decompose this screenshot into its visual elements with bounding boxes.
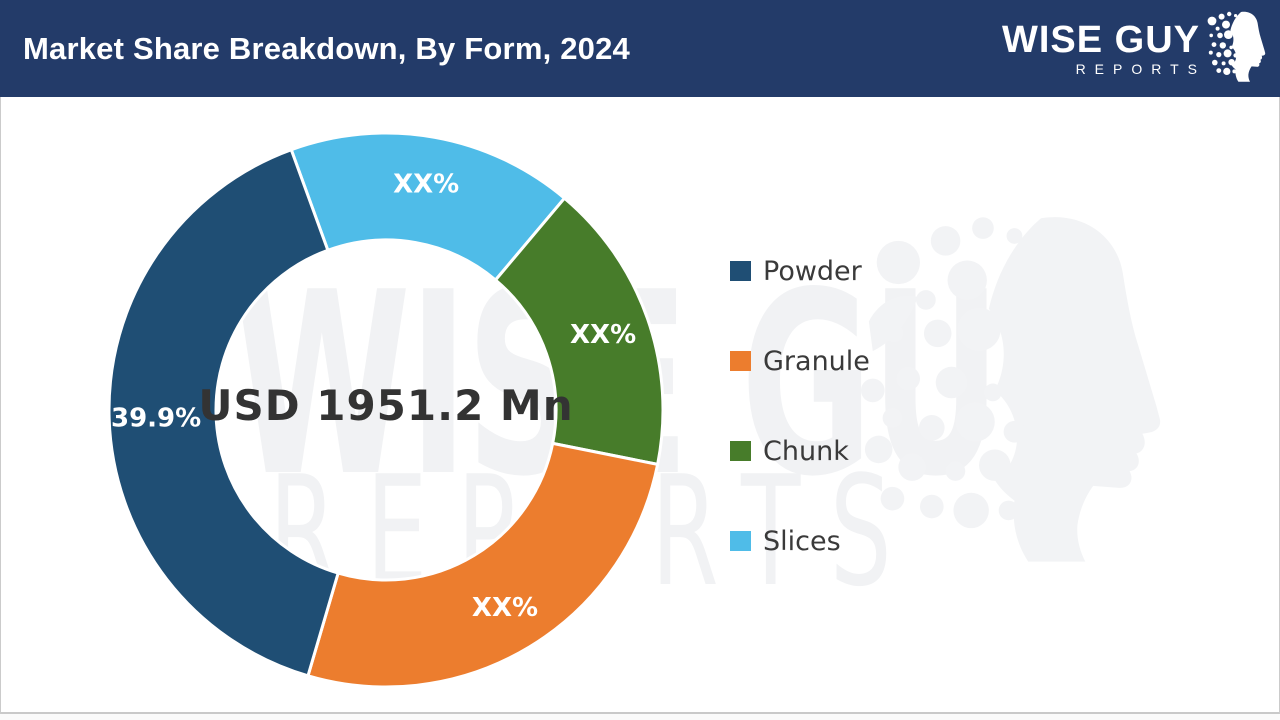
chart-center-value: USD 1951.2 Mn bbox=[198, 381, 574, 430]
page-title: Market Share Breakdown, By Form, 2024 bbox=[23, 30, 630, 66]
legend-swatch-slices bbox=[730, 531, 751, 551]
watermark-face-icon bbox=[859, 203, 1164, 573]
donut-segment-granule bbox=[306, 441, 660, 689]
legend-item-powder: Powder bbox=[730, 256, 870, 287]
donut-segment-chunk bbox=[494, 196, 665, 466]
legend-item-slices: Slices bbox=[730, 526, 870, 557]
wise-guy-reports-logo: WISE GUY REPORTS bbox=[1002, 3, 1280, 94]
legend-label: Powder bbox=[763, 255, 862, 287]
legend-swatch-chunk bbox=[730, 441, 751, 461]
chart-legend: Powder Granule Chunk Slices bbox=[730, 256, 870, 621]
legend-swatch-powder bbox=[730, 261, 751, 281]
logo-face-icon bbox=[1204, 3, 1266, 94]
legend-label: Chunk bbox=[763, 435, 849, 467]
legend-swatch-granule bbox=[730, 351, 751, 371]
bottom-strip bbox=[0, 714, 1280, 720]
logo-wordmark: WISE GUY bbox=[1001, 18, 1200, 61]
segment-label-slices: XX% bbox=[393, 170, 459, 200]
donut-chart: XX% XX% XX% 39.9% bbox=[107, 131, 665, 689]
logo-text: WISE GUY REPORTS bbox=[1002, 21, 1200, 77]
legend-item-chunk: Chunk bbox=[730, 436, 870, 467]
logo-subtitle: REPORTS bbox=[1075, 60, 1206, 77]
donut-segment-powder bbox=[107, 148, 340, 678]
legend-label: Slices bbox=[763, 525, 841, 557]
header-bar: Market Share Breakdown, By Form, 2024 WI… bbox=[0, 0, 1280, 97]
segment-label-chunk: XX% bbox=[570, 320, 636, 350]
segment-label-powder: 39.9% bbox=[111, 403, 201, 433]
chart-canvas: WISE GUY REPORTS XX%XX%XX%39.9% USD 1951… bbox=[0, 97, 1280, 714]
segment-label-granule: XX% bbox=[472, 593, 538, 623]
legend-item-granule: Granule bbox=[730, 346, 870, 377]
legend-label: Granule bbox=[763, 345, 870, 377]
